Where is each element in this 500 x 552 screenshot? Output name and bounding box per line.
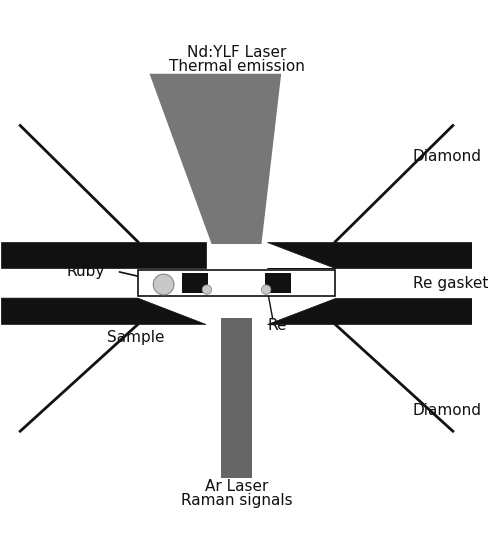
Text: Diamond: Diamond: [413, 148, 482, 163]
Text: Re: Re: [267, 318, 286, 333]
Text: Nd:YLF Laser: Nd:YLF Laser: [187, 45, 286, 60]
Circle shape: [262, 285, 271, 294]
Polygon shape: [267, 298, 472, 325]
Text: Re gasket: Re gasket: [413, 275, 488, 290]
Bar: [264, 273, 290, 293]
Text: Diamond: Diamond: [413, 402, 482, 417]
Polygon shape: [2, 298, 206, 325]
Polygon shape: [150, 74, 281, 244]
Bar: [138, 270, 336, 296]
Text: Ruby: Ruby: [67, 264, 105, 279]
Circle shape: [154, 274, 174, 295]
Text: Raman signals: Raman signals: [180, 493, 292, 508]
Polygon shape: [267, 242, 472, 268]
Text: Thermal emission: Thermal emission: [168, 59, 304, 74]
Text: Sample: Sample: [106, 330, 164, 344]
Circle shape: [202, 285, 211, 294]
Polygon shape: [222, 319, 252, 478]
Bar: [182, 273, 208, 293]
Polygon shape: [2, 242, 206, 268]
Text: Ar Laser: Ar Laser: [205, 479, 268, 493]
